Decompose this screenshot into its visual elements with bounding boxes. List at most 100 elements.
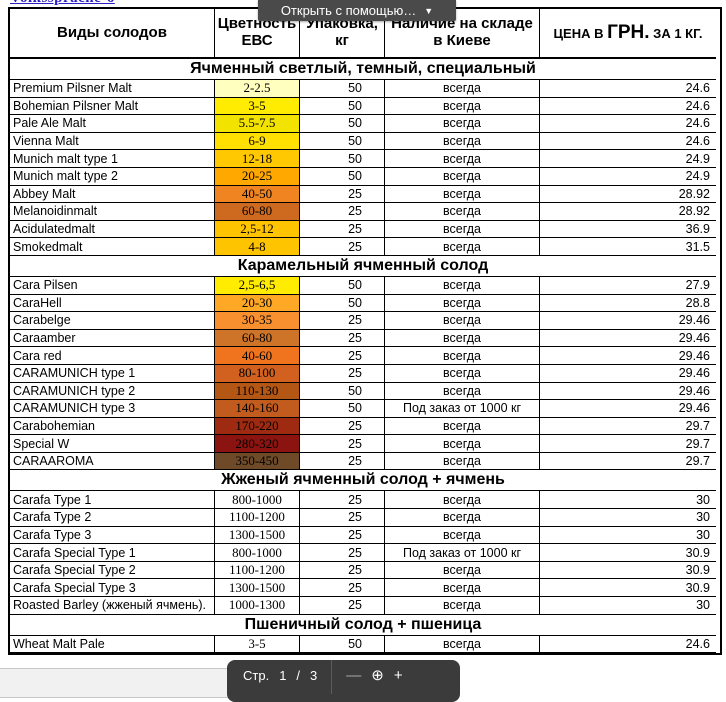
price-uah-cell: 24.9 <box>540 150 716 168</box>
availability-cell: всегда <box>385 97 540 116</box>
availability-cell: всегда <box>385 491 540 510</box>
availability-cell: всегда <box>385 526 540 545</box>
malt-name-cell: Roasted Barley (жженый ячмень). <box>10 597 215 615</box>
top-link-clip: Volkssprache-6 <box>10 0 210 7</box>
price-uah-cell: 29.7 <box>540 418 716 436</box>
package-kg-cell: 25 <box>300 561 385 580</box>
availability-cell: всегда <box>385 167 540 186</box>
package-kg-cell: 25 <box>300 509 385 527</box>
malt-price-table: Виды солодов Цветность ЕВС Упаковка, кг … <box>8 7 722 656</box>
malt-name-cell: CARAAROMA <box>10 452 215 471</box>
ebc-value-cell: 2,5-12 <box>215 220 300 239</box>
availability-cell: всегда <box>385 347 540 365</box>
ebc-value-cell: 60-80 <box>215 329 300 348</box>
price-uah-cell: 36.9 <box>540 221 716 239</box>
ebc-value-cell: 140-160 <box>215 400 300 418</box>
price-uah-cell: 30 <box>540 527 716 545</box>
package-kg-cell: 50 <box>300 294 385 313</box>
availability-cell: всегда <box>385 294 540 313</box>
package-kg-cell: 25 <box>300 491 385 510</box>
zoom-out-icon[interactable]: — <box>346 667 362 684</box>
ebc-value-cell: 6-9 <box>215 132 300 151</box>
package-kg-cell: 25 <box>300 579 385 598</box>
availability-cell: всегда <box>385 115 540 133</box>
package-kg-cell: 25 <box>300 347 385 365</box>
price-uah-cell: 28.92 <box>540 203 716 221</box>
price-uah-cell: 29.46 <box>540 347 716 365</box>
page-total: 3 <box>310 668 318 683</box>
malt-name-cell: Acidulatedmalt <box>10 220 215 239</box>
package-kg-cell: 50 <box>300 276 385 295</box>
malt-name-cell: Carafa Special Type 2 <box>10 561 215 580</box>
malt-name-cell: Carafa Type 1 <box>10 491 215 510</box>
chevron-down-icon: ▼ <box>424 5 434 16</box>
zoom-in-icon[interactable]: + <box>393 667 403 684</box>
pdf-viewer-toolbar: Стр. 1 / 3 — ⊕ + <box>227 660 460 702</box>
malt-name-cell: Carafa Special Type 1 <box>10 544 215 562</box>
availability-cell: всегда <box>385 364 540 383</box>
ebc-value-cell: 60-80 <box>215 203 300 221</box>
malt-name-cell: Carafa Special Type 3 <box>10 579 215 598</box>
price-header-suffix: ЗА 1 КГ. <box>649 26 703 42</box>
toolbar-divider <box>331 660 333 694</box>
malt-name-cell: Carabohemian <box>10 417 215 436</box>
malt-name-cell: Melanoidinmalt <box>10 203 215 221</box>
section-title-1: Карамельный ячменный солод <box>10 255 716 277</box>
package-kg-cell: 50 <box>300 132 385 151</box>
package-kg-cell: 25 <box>300 417 385 436</box>
availability-cell: всегда <box>385 579 540 598</box>
page-number-input[interactable]: 1 <box>279 668 287 683</box>
malt-name-cell: Special W <box>10 435 215 453</box>
ebc-value-cell: 1100-1200 <box>215 509 300 527</box>
package-kg-cell: 25 <box>300 185 385 204</box>
malt-name-cell: Pale Ale Malt <box>10 115 215 133</box>
price-uah-cell: 24.6 <box>540 80 716 98</box>
price-uah-cell: 29.46 <box>540 312 716 330</box>
package-kg-cell: 25 <box>300 544 385 562</box>
malt-name-cell: Wheat Malt Pale <box>10 635 215 654</box>
package-kg-cell: 25 <box>300 597 385 615</box>
ebc-value-cell: 3-5 <box>215 97 300 116</box>
column-header-malt-types: Виды солодов <box>10 9 215 59</box>
price-header-currency: ГРН. <box>607 22 650 44</box>
malt-name-cell: Munich malt type 2 <box>10 167 215 186</box>
section-title-0: Ячменный светлый, темный, специальный <box>10 59 716 80</box>
malt-name-cell: Cara Pilsen <box>10 276 215 295</box>
availability-cell: всегда <box>385 220 540 239</box>
open-with-label: Открыть с помощью… <box>280 3 417 18</box>
price-uah-cell: 30.9 <box>540 579 716 598</box>
availability-cell: всегда <box>385 132 540 151</box>
malt-name-cell: Smokedmalt <box>10 238 215 256</box>
ebc-value-cell: 5.5-7.5 <box>215 115 300 133</box>
page-indicator: Стр. 1 / 3 <box>243 668 317 683</box>
open-with-button[interactable]: Открыть с помощью… ▼ <box>258 0 456 21</box>
section-title-3: Пшеничный солод + пшеница <box>10 614 716 636</box>
document-title-link[interactable]: Volkssprache-6 <box>10 0 210 7</box>
availability-cell: всегда <box>385 382 540 401</box>
price-uah-cell: 30 <box>540 491 716 510</box>
availability-cell: всегда <box>385 561 540 580</box>
ebc-value-cell: 3-5 <box>215 635 300 654</box>
zoom-fit-icon[interactable]: ⊕ <box>371 667 384 684</box>
malt-name-cell: Caraamber <box>10 329 215 348</box>
package-kg-cell: 50 <box>300 115 385 133</box>
ebc-value-cell: 2-2.5 <box>215 80 300 98</box>
availability-cell: всегда <box>385 238 540 256</box>
price-uah-cell: 27.9 <box>540 277 716 295</box>
ebc-value-cell: 1300-1500 <box>215 579 300 598</box>
package-kg-cell: 50 <box>300 97 385 116</box>
malt-name-cell: Carafa Type 3 <box>10 526 215 545</box>
page-separator: / <box>296 668 301 683</box>
ebc-value-cell: 12-18 <box>215 150 300 168</box>
package-kg-cell: 25 <box>300 452 385 471</box>
ebc-value-cell: 350-450 <box>215 452 300 471</box>
package-kg-cell: 50 <box>300 150 385 168</box>
package-kg-cell: 25 <box>300 203 385 221</box>
availability-cell: всегда <box>385 635 540 654</box>
ebc-value-cell: 20-30 <box>215 294 300 313</box>
section-title-2: Жженый ячменный солод + ячмень <box>10 470 716 492</box>
package-kg-cell: 50 <box>300 382 385 401</box>
ebc-value-cell: 40-60 <box>215 347 300 365</box>
price-uah-cell: 29.46 <box>540 383 716 401</box>
page-label: Стр. <box>243 668 270 683</box>
